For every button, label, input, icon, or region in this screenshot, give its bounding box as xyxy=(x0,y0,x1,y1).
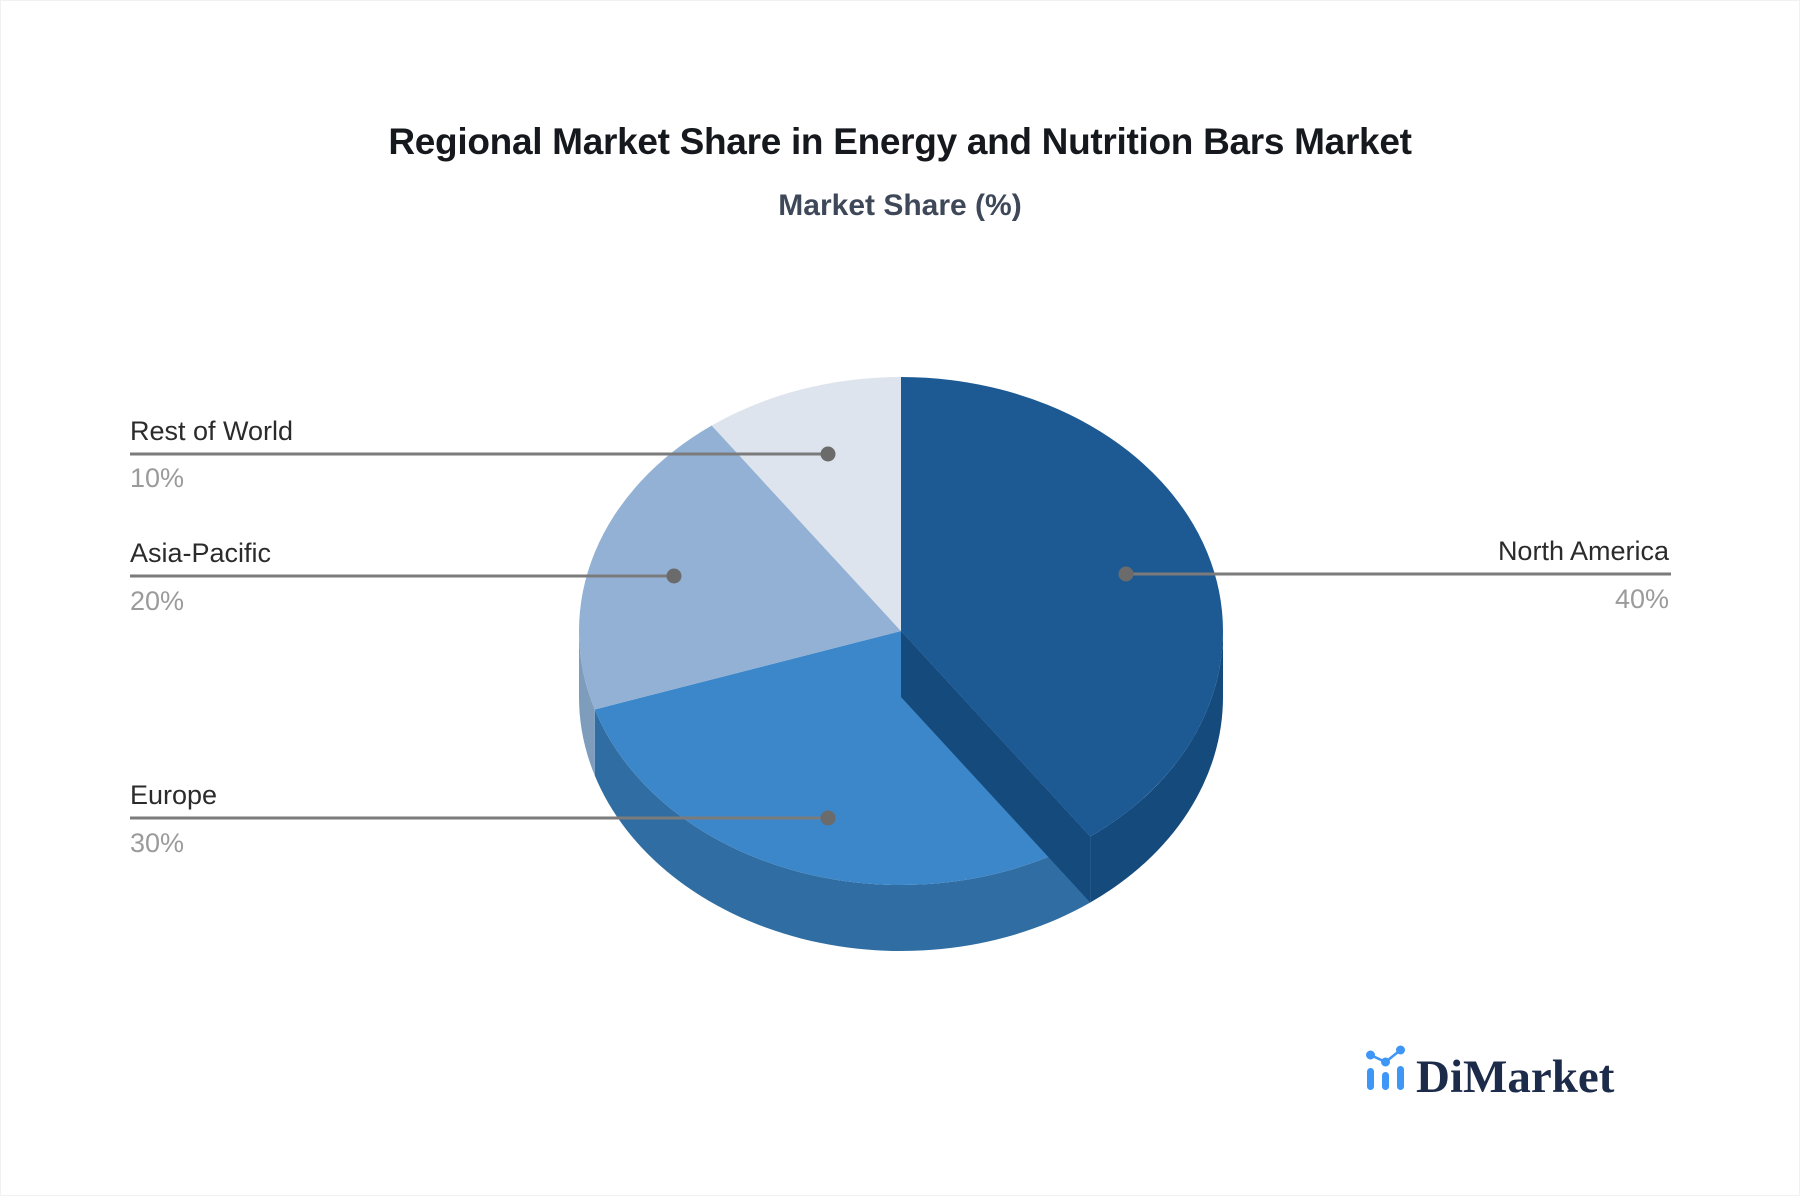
pie-slices-layer xyxy=(578,377,1224,952)
pie-rim-asia-pacific xyxy=(579,631,595,776)
label-north-america-name: North America xyxy=(1497,536,1669,566)
leader-lines-layer xyxy=(130,446,1671,826)
pie-slice-north-america[interactable] xyxy=(901,377,1224,837)
pie-slice-rest-of-world[interactable] xyxy=(711,377,901,631)
label-asia-pacific-name: Asia-Pacific xyxy=(130,538,272,568)
leader-dot-rest-of-world xyxy=(820,446,836,462)
pie-face-north-america xyxy=(901,631,1091,903)
chart-title: Regional Market Share in Energy and Nutr… xyxy=(388,121,1412,162)
leader-dot-north-america xyxy=(1118,566,1134,582)
pie-rim-north-america xyxy=(1090,631,1223,903)
brand-logo: DiMarket xyxy=(1364,1045,1744,1105)
bar-line-chart-icon xyxy=(1366,1045,1405,1090)
label-asia-pacific-pct: 20% xyxy=(130,586,185,616)
label-europe-name: Europe xyxy=(130,780,218,810)
brand-logo-text: DiMarket xyxy=(1416,1051,1615,1103)
label-europe-pct: 30% xyxy=(130,828,185,858)
pie-slice-europe[interactable] xyxy=(594,631,1091,886)
pie-rim-europe xyxy=(594,709,1091,952)
label-rest-of-world-pct: 10% xyxy=(130,463,185,493)
label-north-america-pct: 40% xyxy=(1614,584,1669,614)
pie-slice-asia-pacific[interactable] xyxy=(578,425,901,710)
chart-subtitle: Market Share (%) xyxy=(778,189,1022,222)
leader-dot-asia-pacific xyxy=(666,568,682,584)
label-rest-of-world-name: Rest of World xyxy=(130,416,294,446)
leader-dot-europe xyxy=(820,810,836,826)
